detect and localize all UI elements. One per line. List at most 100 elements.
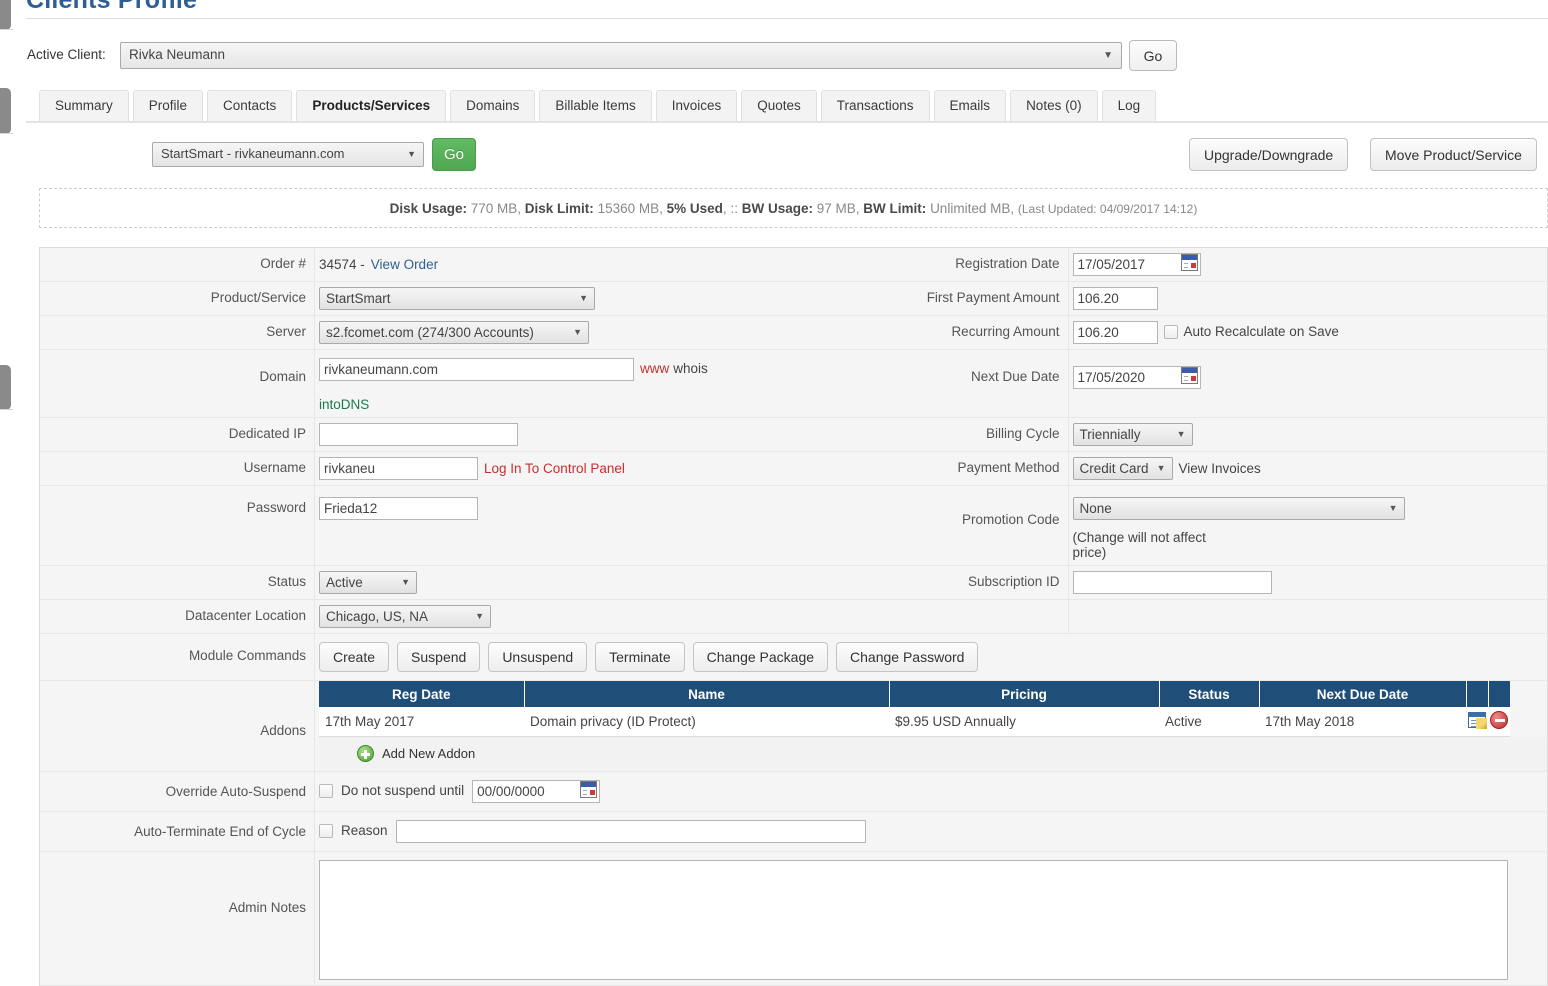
first-payment-input[interactable] <box>1072 287 1158 310</box>
chevron-down-icon: ▼ <box>401 577 410 587</box>
upgrade-downgrade-button[interactable]: Upgrade/Downgrade <box>1189 138 1349 171</box>
plus-circle-icon[interactable] <box>357 745 374 762</box>
login-control-panel-link[interactable]: Log In To Control Panel <box>484 461 625 476</box>
tab-contacts[interactable]: Contacts <box>207 90 293 121</box>
password-input[interactable] <box>319 497 478 520</box>
disk-limit-label: Disk Limit: <box>524 200 594 216</box>
disk-limit-value: 15360 MB, <box>597 200 663 216</box>
form-row: Product/Service StartSmart ▼ First Payme… <box>40 282 1547 316</box>
auto-recalculate-checkbox[interactable] <box>1163 325 1178 339</box>
recurring-amount-input[interactable] <box>1072 321 1158 344</box>
next-due-date-field[interactable] <box>1072 366 1201 389</box>
scrollbar-thumb[interactable] <box>0 365 11 410</box>
form-row: Dedicated IP Billing Cycle Triennially ▼ <box>40 418 1547 452</box>
domain-input[interactable] <box>319 358 634 381</box>
scrollbar-thumb[interactable] <box>0 0 11 30</box>
tab-invoices[interactable]: Invoices <box>655 90 738 121</box>
datacenter-location-select[interactable]: Chicago, US, NA ▼ <box>319 605 491 628</box>
tab-transactions[interactable]: Transactions <box>820 90 930 121</box>
tab-emails[interactable]: Emails <box>933 90 1007 121</box>
module-suspend-button[interactable]: Suspend <box>397 642 481 672</box>
form-row-override-autosuspend: Override Auto-Suspend Do not suspend unt… <box>40 771 1547 812</box>
edit-icon[interactable] <box>1468 711 1487 729</box>
override-autosuspend-checkbox[interactable] <box>319 783 333 798</box>
tab-domains[interactable]: Domains <box>450 90 536 121</box>
product-service-select[interactable]: StartSmart ▼ <box>319 287 595 310</box>
add-new-addon-label[interactable]: Add New Addon <box>382 746 476 761</box>
domain-www-link[interactable]: www <box>640 361 670 376</box>
domain-whois-link[interactable]: whois <box>673 361 708 376</box>
active-client-select[interactable]: Rivka Neumann ▼ <box>120 42 1122 69</box>
tab-profile[interactable]: Profile <box>132 90 204 121</box>
chevron-down-icon: ▼ <box>407 149 416 159</box>
tab-notes[interactable]: Notes (0) <box>1010 90 1098 121</box>
products-go-button[interactable]: Go <box>432 138 476 171</box>
left-scrollbar-rail[interactable] <box>0 0 14 817</box>
billing-cycle-select[interactable]: Triennially ▼ <box>1072 423 1193 446</box>
form-row: Password Promotion Code None ▼ (Change w… <box>40 486 1547 566</box>
promotion-code-select[interactable]: None ▼ <box>1072 497 1405 520</box>
view-invoices-link[interactable]: View Invoices <box>1178 461 1261 476</box>
module-create-button[interactable]: Create <box>319 642 390 672</box>
delete-icon[interactable] <box>1490 710 1508 729</box>
view-order-link[interactable]: View Order <box>370 257 439 272</box>
reason-input[interactable] <box>395 819 866 843</box>
active-client-go-button[interactable]: Go <box>1129 40 1177 71</box>
addons-th-reg-date[interactable]: Reg Date <box>319 681 525 707</box>
tab-log[interactable]: Log <box>1101 90 1157 121</box>
addon-next-due-date: 17th May 2018 <box>1259 707 1466 737</box>
tab-billable-items[interactable]: Billable Items <box>539 90 652 121</box>
status-select[interactable]: Active ▼ <box>319 571 417 594</box>
module-terminate-button[interactable]: Terminate <box>595 642 685 672</box>
addon-pricing: $9.95 USD Annually <box>889 707 1159 737</box>
addon-edit-cell[interactable] <box>1466 707 1488 737</box>
product-service-value: StartSmart <box>326 291 391 306</box>
calendar-icon[interactable] <box>1180 254 1198 271</box>
registration-date-input[interactable] <box>1072 253 1201 276</box>
module-change-password-button[interactable]: Change Password <box>836 642 979 672</box>
chevron-down-icon: ▼ <box>1388 503 1398 513</box>
dedicated-ip-input[interactable] <box>319 423 518 446</box>
chevron-down-icon: ▼ <box>1103 50 1113 61</box>
addons-th-next-due-date[interactable]: Next Due Date <box>1259 681 1467 707</box>
addons-th-status[interactable]: Status <box>1159 681 1260 707</box>
tab-quotes[interactable]: Quotes <box>741 90 817 121</box>
tab-summary[interactable]: Summary <box>39 90 129 121</box>
username-input[interactable] <box>319 457 478 480</box>
admin-notes-textarea[interactable] <box>319 859 1508 980</box>
module-commands-label: Module Commands <box>40 634 314 680</box>
form-row: Server s2.fcomet.com (274/300 Accounts) … <box>40 316 1547 350</box>
next-due-date-input[interactable] <box>1072 366 1201 389</box>
module-change-package-button[interactable]: Change Package <box>692 642 829 672</box>
form-row-auto-terminate: Auto-Terminate End of Cycle Reason <box>40 811 1547 852</box>
registration-date-field[interactable] <box>1072 253 1201 276</box>
payment-method-value: Credit Card <box>1079 461 1149 476</box>
addons-th-name[interactable]: Name <box>524 681 890 707</box>
calendar-icon[interactable] <box>1180 367 1198 384</box>
add-new-addon-row[interactable]: Add New Addon <box>319 736 1547 771</box>
module-unsuspend-button[interactable]: Unsuspend <box>488 642 588 672</box>
scrollbar-thumb[interactable] <box>0 88 11 134</box>
addons-th-pricing[interactable]: Pricing <box>889 681 1160 707</box>
order-number-value: 34574 - <box>319 257 365 272</box>
calendar-icon[interactable] <box>580 780 598 798</box>
chevron-down-icon: ▼ <box>1176 429 1186 439</box>
do-not-suspend-date-field[interactable] <box>472 779 601 803</box>
auto-terminate-checkbox[interactable] <box>319 823 333 838</box>
move-product-service-button[interactable]: Move Product/Service <box>1370 138 1537 171</box>
addon-status: Active <box>1159 707 1259 737</box>
next-due-date-label: Next Due Date <box>793 350 1068 417</box>
active-client-bar: Active Client: Rivka Neumann ▼ Go <box>0 40 1548 76</box>
server-select[interactable]: s2.fcomet.com (274/300 Accounts) ▼ <box>319 321 589 344</box>
products-bar: Products: StartSmart - rivkaneumann.com … <box>26 130 1548 178</box>
products-select[interactable]: StartSmart - rivkaneumann.com ▼ <box>152 142 424 167</box>
tab-products-services[interactable]: Products/Services <box>296 90 447 121</box>
addon-delete-cell[interactable] <box>1488 707 1510 737</box>
subscription-id-input[interactable] <box>1072 571 1272 594</box>
do-not-suspend-date-input[interactable] <box>472 779 601 803</box>
active-client-label: Active Client: <box>27 47 106 62</box>
domain-intodns-link[interactable]: intoDNS <box>319 397 370 412</box>
payment-method-select[interactable]: Credit Card ▼ <box>1072 457 1173 480</box>
password-label: Password <box>40 486 314 565</box>
